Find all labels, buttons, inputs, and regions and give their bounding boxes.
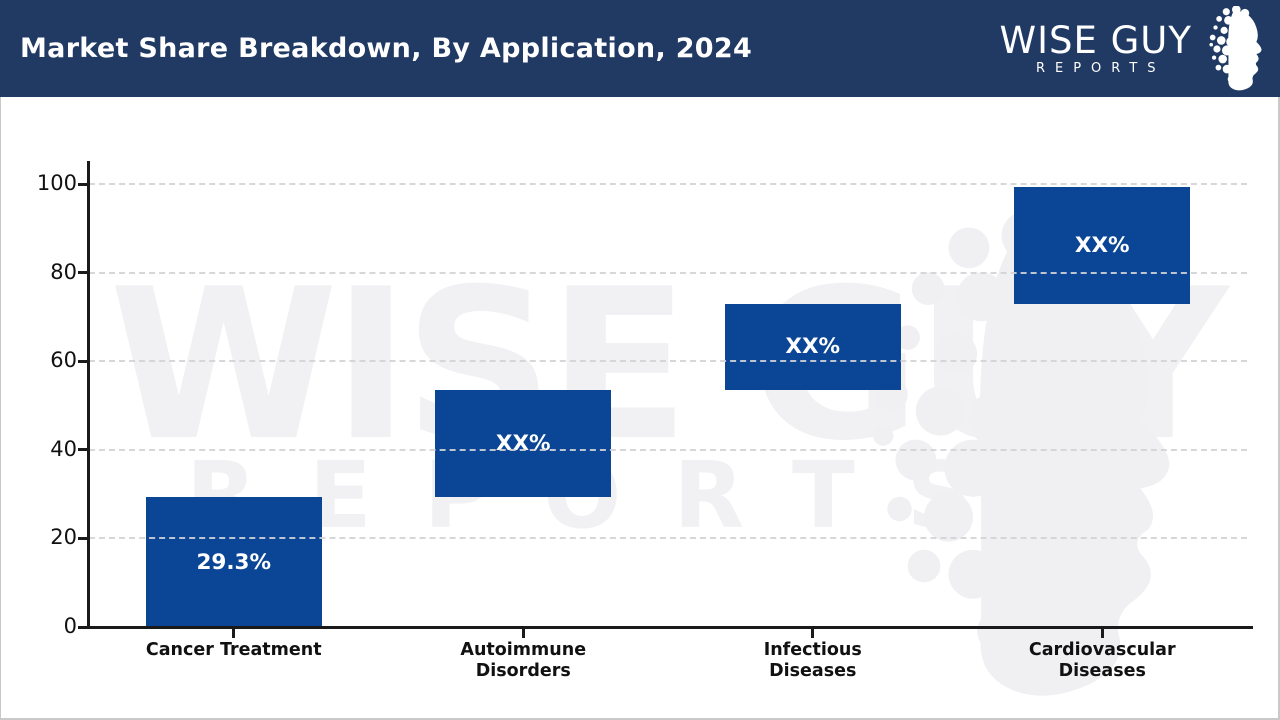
bar-value-label: XX%: [1074, 233, 1130, 259]
y-tick-40: [78, 448, 88, 452]
bar-value-label: 29.3%: [196, 549, 272, 575]
bar-cancer-treatment: 29.3%: [145, 497, 322, 627]
y-tick-80: [78, 271, 88, 275]
logo-subtitle: REPORTS: [1035, 61, 1166, 76]
y-tick-label-20: 20: [50, 525, 77, 550]
y-tick-label-60: 60: [50, 348, 77, 373]
x-label-cancer-treatment: Cancer Treatment: [145, 640, 322, 660]
y-tick-label-40: 40: [50, 436, 77, 461]
x-label-infectious-diseases: Infectious Diseases: [763, 640, 862, 681]
logo-text: WISE GUY REPORTS: [1000, 22, 1192, 75]
y-tick-label-80: 80: [50, 259, 77, 284]
gridline-20: [89, 537, 1247, 540]
page-title: Market Share Breakdown, By Application, …: [20, 33, 753, 64]
bar-infectious-diseases: XX%: [724, 304, 901, 390]
y-tick-60: [78, 359, 88, 363]
gridline-80: [89, 271, 1247, 274]
bar-value-label: XX%: [785, 334, 841, 360]
x-label-autoimmune-disorders: Autoimmune Disorders: [460, 640, 587, 681]
y-axis-line: [87, 161, 90, 629]
y-tick-0: [78, 625, 88, 629]
x-tick-infectious-diseases: [811, 629, 815, 638]
y-tick-label-0: 0: [63, 614, 77, 638]
y-tick-100: [78, 182, 88, 186]
wise-guy-reports-logo: WISE GUY REPORTS: [1000, 5, 1266, 92]
y-tick-20: [78, 536, 88, 540]
header-bar: Market Share Breakdown, By Application, …: [0, 0, 1280, 97]
logo-wordmark: WISE GUY: [999, 19, 1192, 62]
x-label-cardiovascular-diseases: Cardiovascular Diseases: [1028, 640, 1176, 681]
gridline-60: [89, 360, 1247, 363]
x-tick-autoimmune-disorders: [521, 629, 525, 638]
x-axis-line: [87, 626, 1253, 629]
waterfall-chart: WISE GUY REPORTS 02040608010029.3%Cancer…: [1, 97, 1278, 718]
bar-autoimmune-disorders: XX%: [435, 389, 612, 498]
gridline-40: [89, 448, 1247, 451]
y-tick-label-100: 100: [36, 171, 77, 195]
gridline-100: [89, 183, 1247, 185]
x-tick-cardiovascular-diseases: [1100, 629, 1104, 638]
logo-face-icon: [1209, 5, 1262, 90]
bar-value-label: XX%: [495, 430, 551, 456]
chart-area: WISE GUY REPORTS 02040608010029.3%Cancer…: [0, 97, 1280, 720]
bar-cardiovascular-diseases: XX%: [1014, 187, 1191, 305]
x-tick-cancer-treatment: [232, 629, 236, 638]
